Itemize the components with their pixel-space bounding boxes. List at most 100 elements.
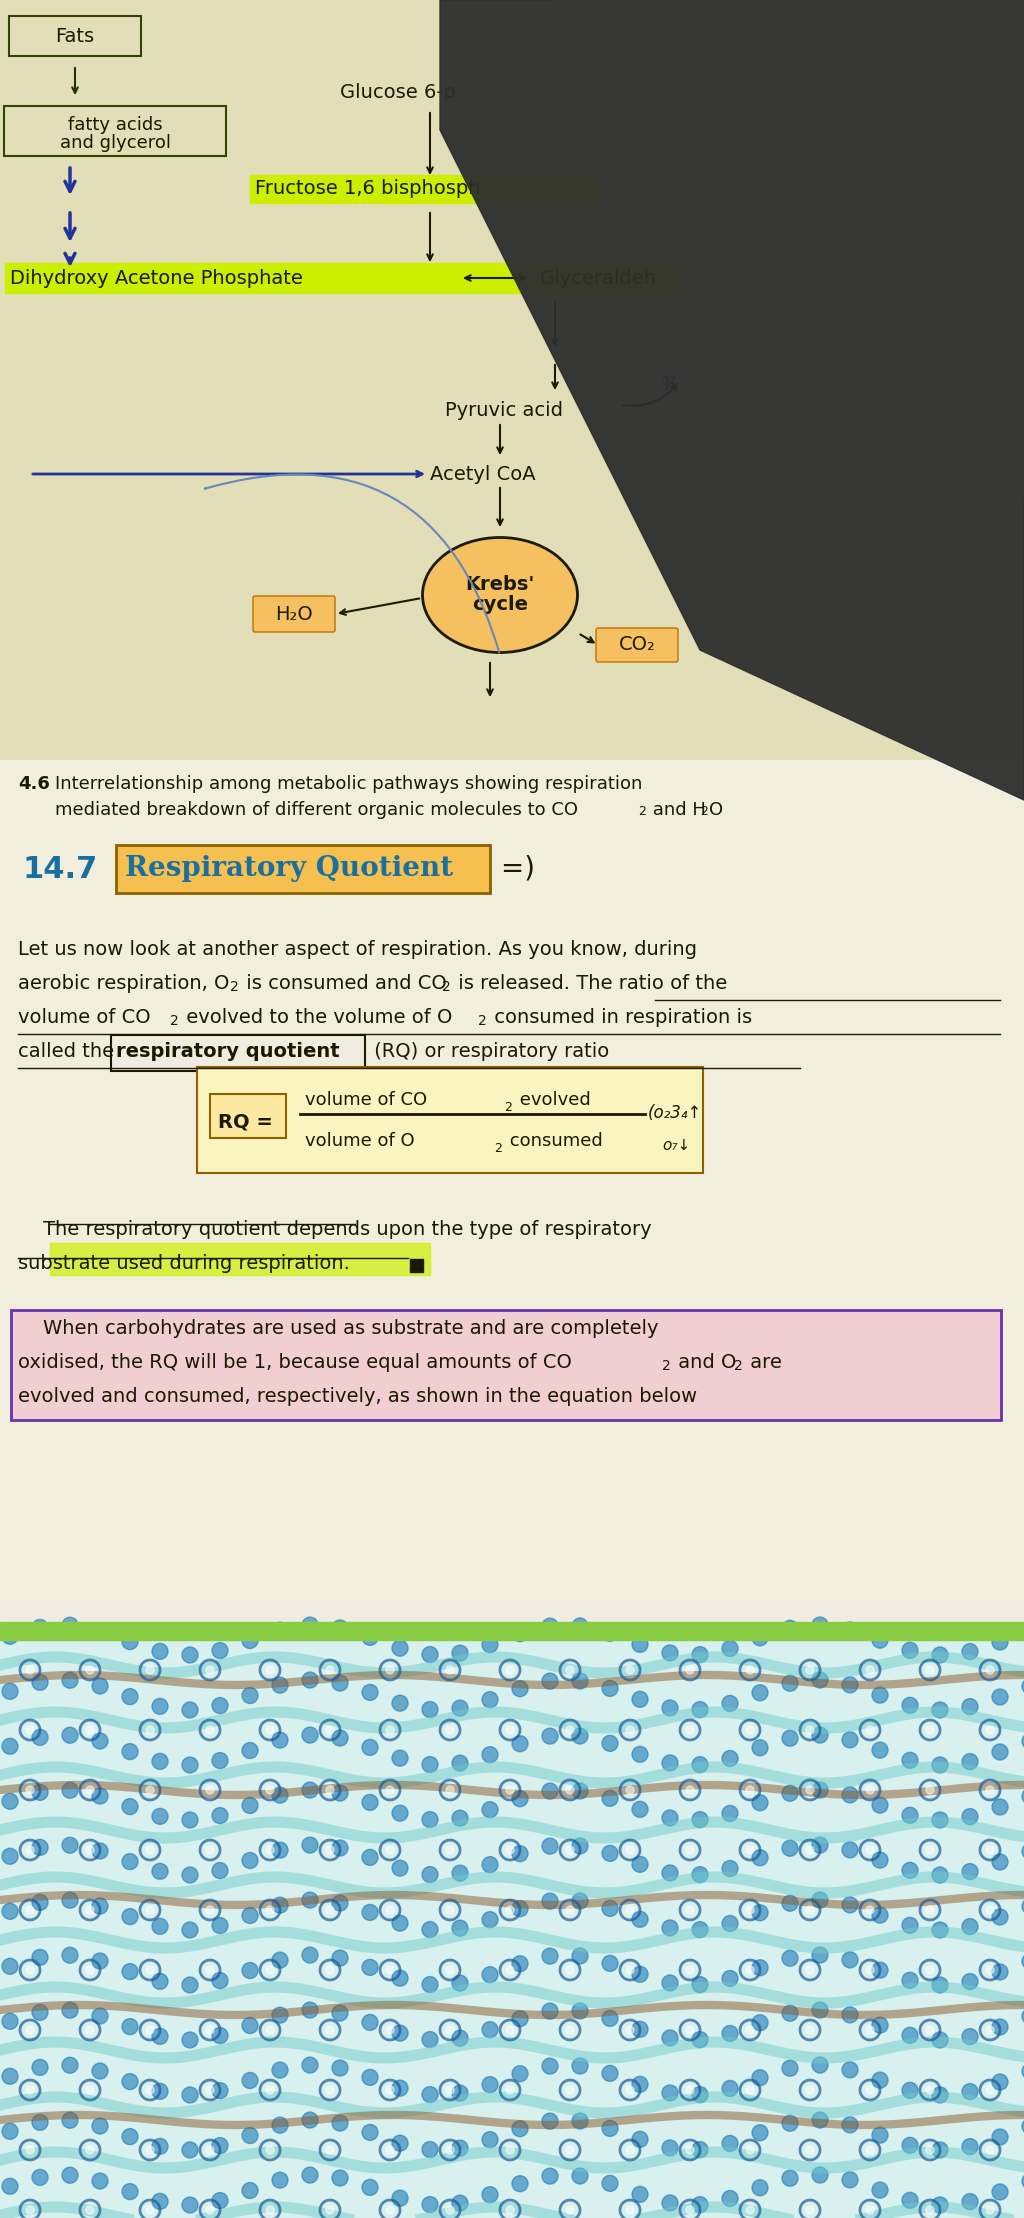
Circle shape bbox=[506, 2025, 514, 2034]
Circle shape bbox=[386, 1726, 394, 1734]
Circle shape bbox=[512, 1901, 528, 1916]
Circle shape bbox=[392, 1861, 408, 1876]
Circle shape bbox=[692, 1921, 708, 1939]
Circle shape bbox=[572, 2058, 588, 2074]
Circle shape bbox=[392, 1639, 408, 1657]
Circle shape bbox=[32, 2005, 48, 2021]
Circle shape bbox=[206, 2207, 214, 2214]
Circle shape bbox=[992, 1963, 1008, 1981]
Circle shape bbox=[302, 2112, 318, 2127]
Circle shape bbox=[146, 1845, 154, 1854]
Circle shape bbox=[722, 2136, 738, 2151]
Circle shape bbox=[746, 1965, 754, 1974]
Circle shape bbox=[332, 2061, 348, 2076]
Circle shape bbox=[266, 2147, 274, 2154]
Circle shape bbox=[812, 1617, 828, 1632]
Circle shape bbox=[542, 2058, 558, 2074]
Circle shape bbox=[62, 1783, 78, 1799]
Circle shape bbox=[32, 2058, 48, 2076]
Circle shape bbox=[182, 2032, 198, 2047]
Circle shape bbox=[206, 1666, 214, 1675]
Circle shape bbox=[92, 1679, 108, 1695]
Circle shape bbox=[632, 2021, 648, 2038]
Circle shape bbox=[272, 2171, 288, 2189]
Circle shape bbox=[422, 1757, 438, 1772]
Circle shape bbox=[206, 1965, 214, 1974]
Circle shape bbox=[86, 1965, 94, 1974]
Circle shape bbox=[512, 1626, 528, 1641]
Circle shape bbox=[482, 1912, 498, 1927]
Circle shape bbox=[86, 1905, 94, 1914]
Bar bbox=[12, 1311, 1000, 1420]
Circle shape bbox=[542, 2003, 558, 2018]
Circle shape bbox=[422, 2196, 438, 2214]
Circle shape bbox=[332, 1619, 348, 1637]
Circle shape bbox=[962, 1974, 978, 1990]
Circle shape bbox=[662, 2085, 678, 2100]
Circle shape bbox=[242, 2018, 258, 2034]
FancyBboxPatch shape bbox=[116, 845, 490, 894]
Circle shape bbox=[632, 2187, 648, 2202]
Circle shape bbox=[362, 1739, 378, 1754]
Text: (RQ) or respiratory ratio: (RQ) or respiratory ratio bbox=[368, 1042, 609, 1060]
Circle shape bbox=[902, 1697, 918, 1712]
Circle shape bbox=[146, 2207, 154, 2214]
Circle shape bbox=[362, 1794, 378, 1810]
Circle shape bbox=[386, 2025, 394, 2034]
Text: CO₂: CO₂ bbox=[618, 637, 655, 654]
Circle shape bbox=[482, 2131, 498, 2147]
Text: aerobic respiration, O: aerobic respiration, O bbox=[18, 974, 229, 994]
Circle shape bbox=[572, 1892, 588, 1910]
Circle shape bbox=[326, 2147, 334, 2154]
Text: consumed: consumed bbox=[504, 1131, 603, 1149]
Circle shape bbox=[506, 1785, 514, 1794]
Circle shape bbox=[662, 1646, 678, 1661]
Circle shape bbox=[26, 1726, 34, 1734]
Circle shape bbox=[32, 1675, 48, 1690]
Circle shape bbox=[482, 1692, 498, 1708]
Circle shape bbox=[392, 1805, 408, 1821]
Circle shape bbox=[362, 1958, 378, 1976]
Circle shape bbox=[152, 1644, 168, 1659]
Circle shape bbox=[866, 1666, 874, 1675]
Circle shape bbox=[446, 2085, 454, 2094]
Circle shape bbox=[662, 1754, 678, 1770]
Text: 2: 2 bbox=[230, 980, 239, 994]
Circle shape bbox=[932, 1648, 948, 1664]
Circle shape bbox=[902, 1641, 918, 1659]
Circle shape bbox=[92, 1899, 108, 1914]
Circle shape bbox=[392, 1750, 408, 1766]
Circle shape bbox=[986, 1905, 994, 1914]
Circle shape bbox=[302, 1947, 318, 1963]
Circle shape bbox=[386, 1785, 394, 1794]
Circle shape bbox=[266, 1905, 274, 1914]
Circle shape bbox=[506, 2147, 514, 2154]
Circle shape bbox=[92, 2118, 108, 2134]
Circle shape bbox=[122, 2129, 138, 2145]
Bar bbox=[410, 1260, 423, 1271]
Circle shape bbox=[266, 2207, 274, 2214]
Text: is released. The ratio of the: is released. The ratio of the bbox=[452, 974, 727, 994]
Circle shape bbox=[26, 1666, 34, 1675]
Text: 2: 2 bbox=[442, 980, 451, 994]
Circle shape bbox=[602, 1790, 618, 1805]
Circle shape bbox=[602, 1901, 618, 1916]
Circle shape bbox=[746, 2085, 754, 2094]
Circle shape bbox=[242, 1743, 258, 1759]
Circle shape bbox=[572, 1617, 588, 1635]
Circle shape bbox=[602, 2065, 618, 2080]
Circle shape bbox=[782, 1841, 798, 1856]
Circle shape bbox=[446, 1905, 454, 1914]
Circle shape bbox=[962, 2083, 978, 2100]
Circle shape bbox=[26, 1965, 34, 1974]
Circle shape bbox=[692, 1701, 708, 1717]
Circle shape bbox=[572, 1783, 588, 1799]
Circle shape bbox=[542, 1672, 558, 1690]
Circle shape bbox=[986, 2147, 994, 2154]
Circle shape bbox=[842, 1841, 858, 1859]
Circle shape bbox=[812, 1837, 828, 1852]
Circle shape bbox=[572, 1947, 588, 1963]
Circle shape bbox=[926, 2085, 934, 2094]
Text: Glyceraldeh: Glyceraldeh bbox=[540, 268, 657, 288]
Circle shape bbox=[266, 2085, 274, 2094]
